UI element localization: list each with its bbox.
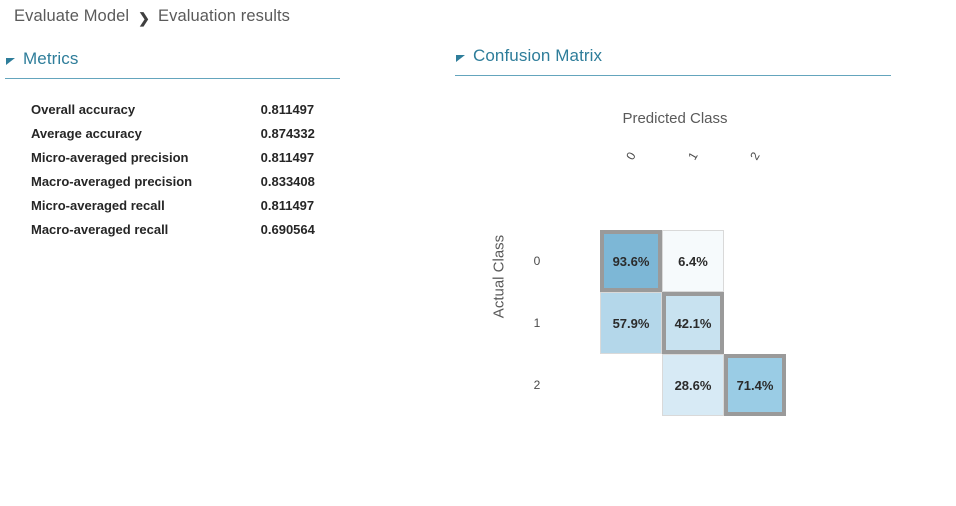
metric-name: Micro-averaged precision	[31, 149, 189, 165]
actual-class-tick-0: 0	[533, 254, 541, 268]
metric-value: 0.833408	[260, 173, 315, 189]
confusion-cell-2-2[interactable]: 71.4%	[724, 354, 786, 416]
confusion-matrix-section: Confusion Matrix	[455, 43, 891, 76]
table-row: Macro-averaged precision 0.833408	[31, 169, 366, 193]
metric-name: Overall accuracy	[31, 101, 136, 117]
predicted-class-tick-0: 0	[623, 149, 639, 163]
confusion-cell-2-1[interactable]: 28.6%	[662, 354, 724, 416]
table-row: Macro-averaged recall 0.690564	[31, 217, 366, 241]
actual-class-tick-2: 2	[533, 378, 541, 392]
metric-name: Macro-averaged precision	[31, 173, 193, 189]
confusion-cell-1-0[interactable]: 57.9%	[600, 292, 662, 354]
metric-name: Micro-averaged recall	[31, 197, 165, 213]
confusion-matrix-section-divider	[455, 75, 891, 76]
predicted-class-tick-2: 2	[747, 149, 763, 163]
table-row: Overall accuracy 0.811497	[31, 97, 366, 121]
metrics-section-divider	[5, 78, 340, 79]
breadcrumb: Evaluate Model ❯ Evaluation results	[14, 7, 290, 26]
confusion-cell-0-1[interactable]: 6.4%	[662, 230, 724, 292]
table-row: Average accuracy 0.874332	[31, 121, 366, 145]
predicted-class-axis-label: Predicted Class	[622, 110, 728, 127]
metric-value: 0.811497	[260, 101, 315, 117]
table-row: Micro-averaged precision 0.811497	[31, 145, 366, 169]
chevron-right-icon: ❯	[138, 9, 150, 26]
predicted-class-tick-labels: 0 1 2	[600, 143, 800, 173]
metric-name: Macro-averaged recall	[31, 221, 169, 237]
metrics-table: Overall accuracy 0.811497 Average accura…	[31, 97, 366, 241]
triangle-collapse-icon[interactable]	[5, 55, 17, 67]
actual-class-axis-label: Actual Class	[490, 234, 508, 319]
metrics-section-title: Metrics	[23, 49, 79, 68]
confusion-matrix-plot: Predicted Class Actual Class 0 1 2 0 1 2 93.…	[455, 43, 955, 483]
actual-class-tick-1: 1	[533, 316, 541, 330]
metric-value: 0.811497	[260, 149, 315, 165]
confusion-matrix-grid: 93.6% 6.4% 57.9% 42.1% 28.6% 71.4%	[600, 230, 795, 425]
predicted-class-tick-1: 1	[685, 149, 701, 163]
table-row: Micro-averaged recall 0.811497	[31, 193, 366, 217]
metric-name: Average accuracy	[31, 125, 142, 141]
metric-value: 0.874332	[260, 125, 315, 141]
metrics-section-header[interactable]: Metrics	[5, 46, 340, 72]
breadcrumb-item-evaluation-results[interactable]: Evaluation results	[157, 7, 291, 25]
metric-value: 0.811497	[260, 197, 315, 213]
confusion-cell-0-0[interactable]: 93.6%	[600, 230, 662, 292]
confusion-matrix-section-title: Confusion Matrix	[473, 46, 603, 65]
confusion-matrix-section-header[interactable]: Confusion Matrix	[455, 43, 891, 69]
triangle-collapse-icon[interactable]	[455, 52, 467, 64]
metrics-section: Metrics Overall accuracy 0.811497 Averag…	[5, 46, 340, 241]
metric-value: 0.690564	[260, 221, 315, 237]
breadcrumb-item-evaluate-model[interactable]: Evaluate Model	[14, 7, 130, 25]
confusion-cell-1-1[interactable]: 42.1%	[662, 292, 724, 354]
